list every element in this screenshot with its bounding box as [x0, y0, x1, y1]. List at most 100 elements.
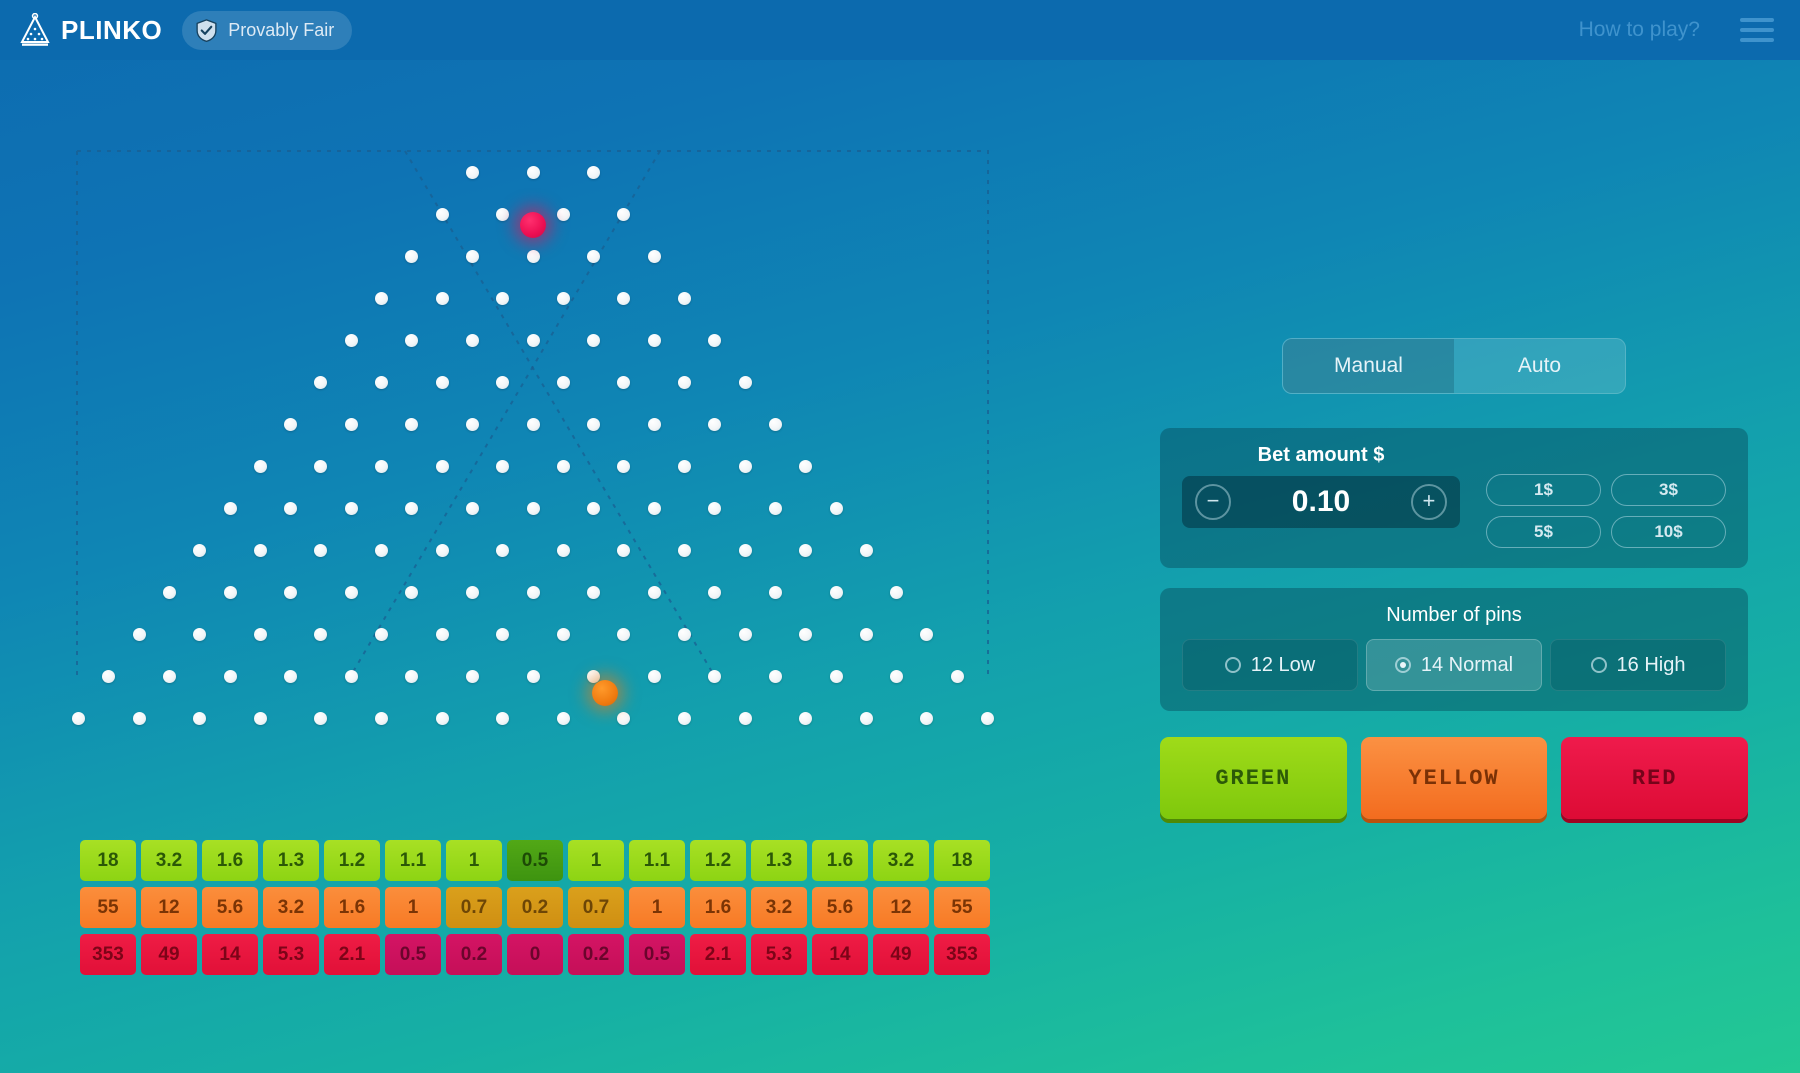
app-header: PLINKO Provably Fair How to play?	[0, 0, 1800, 60]
risk-buttons: GREEN YELLOW RED	[1160, 737, 1749, 819]
pin	[647, 501, 661, 515]
pin	[193, 711, 207, 725]
pin	[465, 585, 479, 599]
pin	[496, 459, 510, 473]
pin	[859, 543, 873, 557]
pin	[253, 711, 267, 725]
multiplier-cell: 353	[80, 934, 136, 975]
multiplier-cell: 55	[934, 887, 990, 928]
pin	[253, 543, 267, 557]
pin	[526, 585, 540, 599]
risk-button-green[interactable]: GREEN	[1160, 737, 1347, 819]
risk-button-yellow[interactable]: YELLOW	[1360, 737, 1548, 819]
pin	[799, 543, 813, 557]
pin	[678, 627, 691, 641]
quick-bet-3[interactable]: 3$	[1611, 474, 1726, 506]
pin	[617, 543, 631, 557]
multiplier-cell: 0.7	[568, 887, 624, 928]
pin	[799, 459, 813, 473]
multiplier-cell: 18	[80, 840, 136, 881]
pin	[526, 669, 540, 683]
risk-button-red[interactable]: RED	[1561, 737, 1749, 819]
pin	[405, 585, 419, 599]
multiplier-cell: 3.2	[873, 840, 929, 881]
pin	[617, 459, 631, 473]
multiplier-cell: 0.5	[385, 934, 441, 975]
brand[interactable]: PLINKO	[18, 13, 162, 47]
red-multiplier-row: 353 49 14 5.3 2.1 0.5 0.2 0 0.2 0.5 2.1 5.3 14 49 353	[80, 934, 990, 975]
pin	[556, 207, 570, 221]
pin	[253, 459, 267, 473]
pin	[405, 669, 419, 683]
pin	[435, 207, 449, 221]
yellow-multiplier-row: 55 12 5.6 3.2 1.6 1 0.7 0.2 0.7 1 1.6 3.2 5.6 12 55	[80, 887, 990, 928]
pin	[678, 711, 691, 725]
pins-option-label: 14 Normal	[1420, 653, 1514, 676]
pins-option-12-low[interactable]: 12 Low	[1182, 639, 1358, 691]
pin	[465, 669, 479, 683]
pin	[496, 627, 510, 641]
pin	[587, 249, 601, 263]
pin	[647, 585, 661, 599]
pin	[344, 669, 358, 683]
pin	[526, 165, 540, 179]
shield-check-icon	[196, 18, 217, 42]
pin	[768, 501, 782, 515]
pins-option-label: 16 High	[1616, 653, 1686, 676]
pin	[526, 249, 540, 263]
quick-bet-10[interactable]: 10$	[1611, 516, 1726, 548]
pin	[587, 669, 601, 683]
pin	[375, 375, 388, 389]
hamburger-menu-icon[interactable]	[1740, 18, 1774, 42]
pin	[253, 627, 267, 641]
quick-bet-1[interactable]: 1$	[1486, 474, 1601, 506]
brand-name: PLINKO	[61, 14, 163, 45]
pin	[162, 585, 176, 599]
pin	[708, 585, 722, 599]
multiplier-cell: 3.2	[141, 840, 197, 881]
pin	[768, 417, 782, 431]
green-multiplier-row: 18 3.2 1.6 1.3 1.2 1.1 1 0.5 1 1.1 1.2 1.3 1.6 3.2 18	[80, 840, 990, 881]
multiplier-table: 18 3.2 1.6 1.3 1.2 1.1 1 0.5 1 1.1 1.2 1.3 1.6 3.2 18 5…	[80, 840, 990, 981]
pin	[708, 669, 722, 683]
multiplier-cell: 1	[629, 887, 685, 928]
pin	[284, 585, 298, 599]
pin	[435, 627, 449, 641]
multiplier-cell: 14	[812, 934, 868, 975]
pin	[678, 375, 691, 389]
multiplier-cell: 1.6	[324, 887, 380, 928]
pin	[435, 459, 449, 473]
multiplier-cell: 0.2	[507, 887, 563, 928]
quick-bet-5[interactable]: 5$	[1486, 516, 1601, 548]
pin	[496, 207, 510, 221]
pin	[496, 375, 510, 389]
bet-increase-button[interactable]: +	[1410, 484, 1447, 520]
multiplier-cell: 5.3	[263, 934, 319, 975]
pin	[678, 291, 691, 305]
pin	[556, 627, 570, 641]
bet-amount-input[interactable]: − 0.10 +	[1182, 476, 1460, 528]
pin	[859, 627, 873, 641]
multiplier-cell: 1.6	[812, 840, 868, 881]
pin	[981, 711, 994, 725]
pin	[617, 207, 631, 221]
pin	[738, 627, 752, 641]
pin	[556, 291, 570, 305]
pin	[738, 375, 752, 389]
radio-icon	[1224, 657, 1241, 673]
pins-option-16-high[interactable]: 16 High	[1550, 639, 1726, 691]
bet-decrease-button[interactable]: −	[1195, 484, 1231, 520]
pin	[587, 585, 601, 599]
pins-option-14-normal[interactable]: 14 Normal	[1366, 639, 1542, 691]
pin	[587, 165, 601, 179]
how-to-play-link[interactable]: How to play?	[1578, 18, 1700, 41]
multiplier-cell: 0.7	[446, 887, 502, 928]
plinko-pyramid-icon	[20, 13, 50, 46]
tab-manual[interactable]: Manual	[1283, 339, 1454, 393]
multiplier-cell: 5.6	[812, 887, 868, 928]
pin	[132, 627, 146, 641]
pin	[708, 501, 722, 515]
pin	[375, 543, 388, 557]
tab-auto[interactable]: Auto	[1454, 339, 1625, 393]
provably-fair-badge[interactable]: Provably Fair	[182, 10, 353, 50]
